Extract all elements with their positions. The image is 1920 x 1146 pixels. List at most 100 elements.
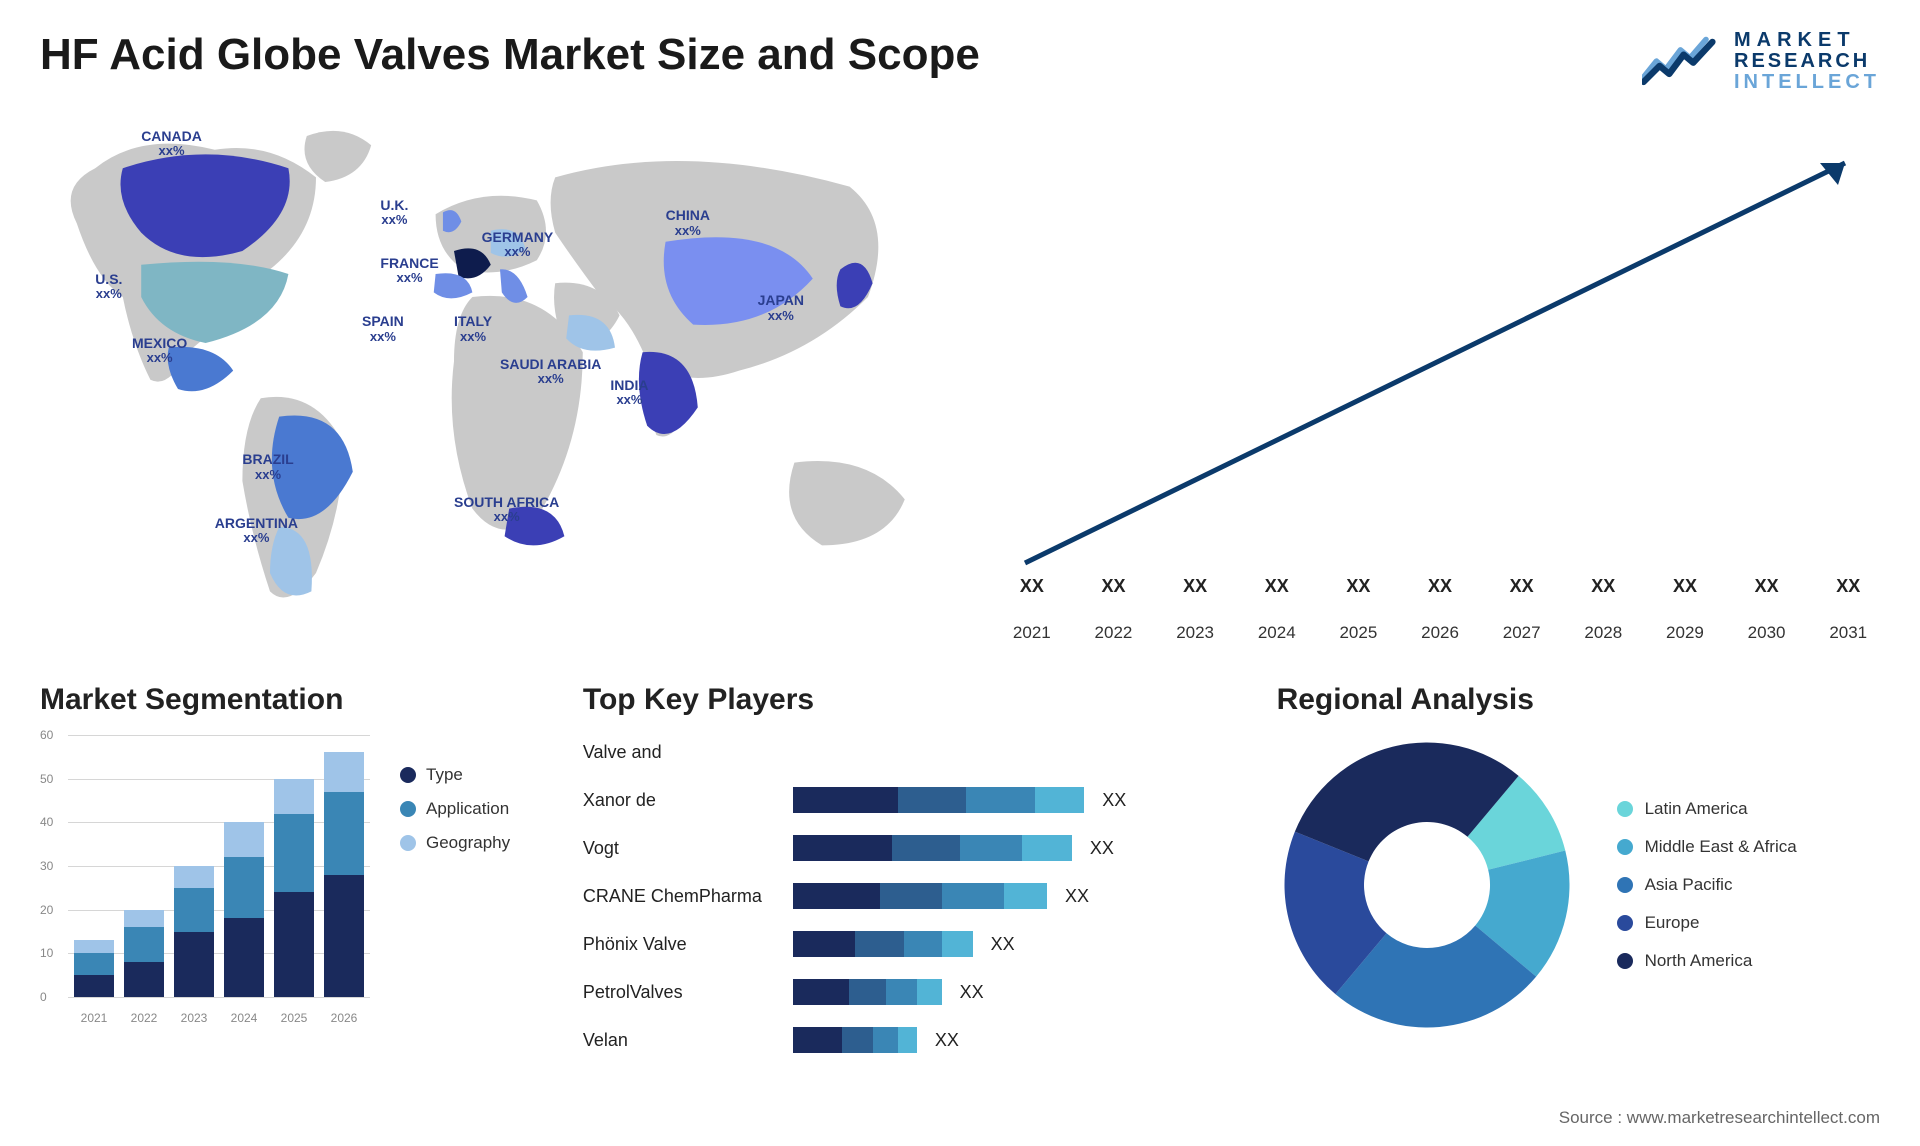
player-value: XX <box>991 934 1015 955</box>
growth-year-label: 2022 <box>1082 623 1146 643</box>
map-label-china: CHINAxx% <box>666 208 710 238</box>
regional-legend: Latin America Middle East & Africa Asia Pa… <box>1617 799 1797 971</box>
growth-year-label: 2021 <box>1000 623 1064 643</box>
regional-legend-item: Asia Pacific <box>1617 875 1797 895</box>
seg-year-label: 2025 <box>274 1011 314 1025</box>
growth-year-label: 2024 <box>1245 623 1309 643</box>
logo-text: MARKET RESEARCH INTELLECT <box>1734 30 1880 93</box>
seg-year-label: 2021 <box>74 1011 114 1025</box>
top-key-players-section: Top Key Players Valve andXanor deXXVogtX… <box>583 683 1237 1057</box>
segmentation-legend: TypeApplicationGeography <box>400 765 510 853</box>
growth-bar-2029: XX <box>1653 576 1717 603</box>
player-bar <box>793 979 942 1005</box>
regional-legend-item: Latin America <box>1617 799 1797 819</box>
seg-bar-2026 <box>324 735 364 997</box>
growth-bar-2027: XX <box>1490 576 1554 603</box>
seg-bar-2024 <box>224 735 264 997</box>
player-row: PetrolValvesXX <box>583 975 1237 1009</box>
growth-bar-label: XX <box>1836 576 1860 597</box>
growth-year-label: 2026 <box>1408 623 1472 643</box>
seg-bar-2022 <box>124 735 164 997</box>
growth-bar-2025: XX <box>1327 576 1391 603</box>
logo-line3: INTELLECT <box>1734 72 1880 93</box>
player-value: XX <box>935 1030 959 1051</box>
map-label-u-k-: U.K.xx% <box>380 198 408 228</box>
map-label-mexico: MEXICOxx% <box>132 336 187 366</box>
growth-bar-2024: XX <box>1245 576 1309 603</box>
legend-swatch-icon <box>400 767 416 783</box>
growth-bar-label: XX <box>1510 576 1534 597</box>
seg-bar-2021 <box>74 735 114 997</box>
player-bar <box>793 1027 917 1053</box>
seg-legend-item: Geography <box>400 833 510 853</box>
growth-bar-2021: XX <box>1000 576 1064 603</box>
growth-bar-chart: XX XX XX XX XX XX XX XX XX XX XX 2021 2022 2023 2024 2… <box>1000 113 1880 643</box>
growth-year-label: 2027 <box>1490 623 1554 643</box>
world-map: CANADAxx%U.S.xx%MEXICOxx%BRAZILxx%ARGENT… <box>40 113 960 643</box>
growth-bar-label: XX <box>1591 576 1615 597</box>
legend-swatch-icon <box>1617 877 1633 893</box>
seg-ytick: 10 <box>40 946 53 960</box>
players-chart: Valve andXanor deXXVogtXXCRANE ChemPharm… <box>583 735 1237 1057</box>
growth-bar-2023: XX <box>1163 576 1227 603</box>
player-bar <box>793 931 973 957</box>
map-label-u-s-: U.S.xx% <box>95 272 122 302</box>
map-label-germany: GERMANYxx% <box>482 230 554 260</box>
growth-bar-label: XX <box>1101 576 1125 597</box>
legend-label: Europe <box>1645 913 1700 933</box>
legend-label: Type <box>426 765 463 785</box>
map-label-brazil: BRAZILxx% <box>242 452 293 482</box>
growth-year-label: 2025 <box>1327 623 1391 643</box>
growth-bar-2030: XX <box>1735 576 1799 603</box>
seg-ytick: 20 <box>40 903 53 917</box>
page-title: HF Acid Globe Valves Market Size and Sco… <box>40 30 980 80</box>
seg-year-label: 2023 <box>174 1011 214 1025</box>
legend-swatch-icon <box>1617 801 1633 817</box>
player-row: VogtXX <box>583 831 1237 865</box>
seg-ytick: 0 <box>40 990 47 1004</box>
bottom-row: Market Segmentation 2021 2022 2023 2024 2025… <box>40 683 1880 1057</box>
map-label-japan: JAPANxx% <box>758 293 804 323</box>
logo: MARKET RESEARCH INTELLECT <box>1642 30 1880 93</box>
seg-year-label: 2024 <box>224 1011 264 1025</box>
regional-legend-item: North America <box>1617 951 1797 971</box>
map-label-france: FRANCExx% <box>380 256 438 286</box>
growth-bar-label: XX <box>1755 576 1779 597</box>
legend-swatch-icon <box>400 835 416 851</box>
map-label-spain: SPAINxx% <box>362 314 404 344</box>
regional-donut <box>1277 735 1577 1035</box>
growth-bar-label: XX <box>1020 576 1044 597</box>
map-label-south-africa: SOUTH AFRICAxx% <box>454 495 559 525</box>
map-label-italy: ITALYxx% <box>454 314 492 344</box>
logo-line1: MARKET <box>1734 30 1880 51</box>
segmentation-title: Market Segmentation <box>40 683 543 717</box>
legend-swatch-icon <box>1617 839 1633 855</box>
growth-bar-2022: XX <box>1082 576 1146 603</box>
legend-label: North America <box>1645 951 1753 971</box>
seg-legend-item: Type <box>400 765 510 785</box>
player-value: XX <box>960 982 984 1003</box>
legend-swatch-icon <box>400 801 416 817</box>
player-name: Velan <box>583 1030 793 1051</box>
players-title: Top Key Players <box>583 683 1237 717</box>
seg-ytick: 50 <box>40 772 53 786</box>
player-name: Valve and <box>583 742 793 763</box>
logo-line2: RESEARCH <box>1734 51 1880 72</box>
regional-analysis-section: Regional Analysis Latin America Middle Ea… <box>1277 683 1880 1057</box>
regional-legend-item: Middle East & Africa <box>1617 837 1797 857</box>
seg-ytick: 30 <box>40 859 53 873</box>
growth-bar-label: XX <box>1428 576 1452 597</box>
player-value: XX <box>1090 838 1114 859</box>
legend-swatch-icon <box>1617 915 1633 931</box>
legend-label: Asia Pacific <box>1645 875 1733 895</box>
regional-title: Regional Analysis <box>1277 683 1880 717</box>
growth-bar-label: XX <box>1183 576 1207 597</box>
header: HF Acid Globe Valves Market Size and Sco… <box>40 30 1880 93</box>
seg-bar-2023 <box>174 735 214 997</box>
top-row: CANADAxx%U.S.xx%MEXICOxx%BRAZILxx%ARGENT… <box>40 113 1880 643</box>
player-name: Xanor de <box>583 790 793 811</box>
player-row: Phönix ValveXX <box>583 927 1237 961</box>
growth-bar-2026: XX <box>1408 576 1472 603</box>
growth-year-label: 2023 <box>1163 623 1227 643</box>
seg-year-label: 2022 <box>124 1011 164 1025</box>
